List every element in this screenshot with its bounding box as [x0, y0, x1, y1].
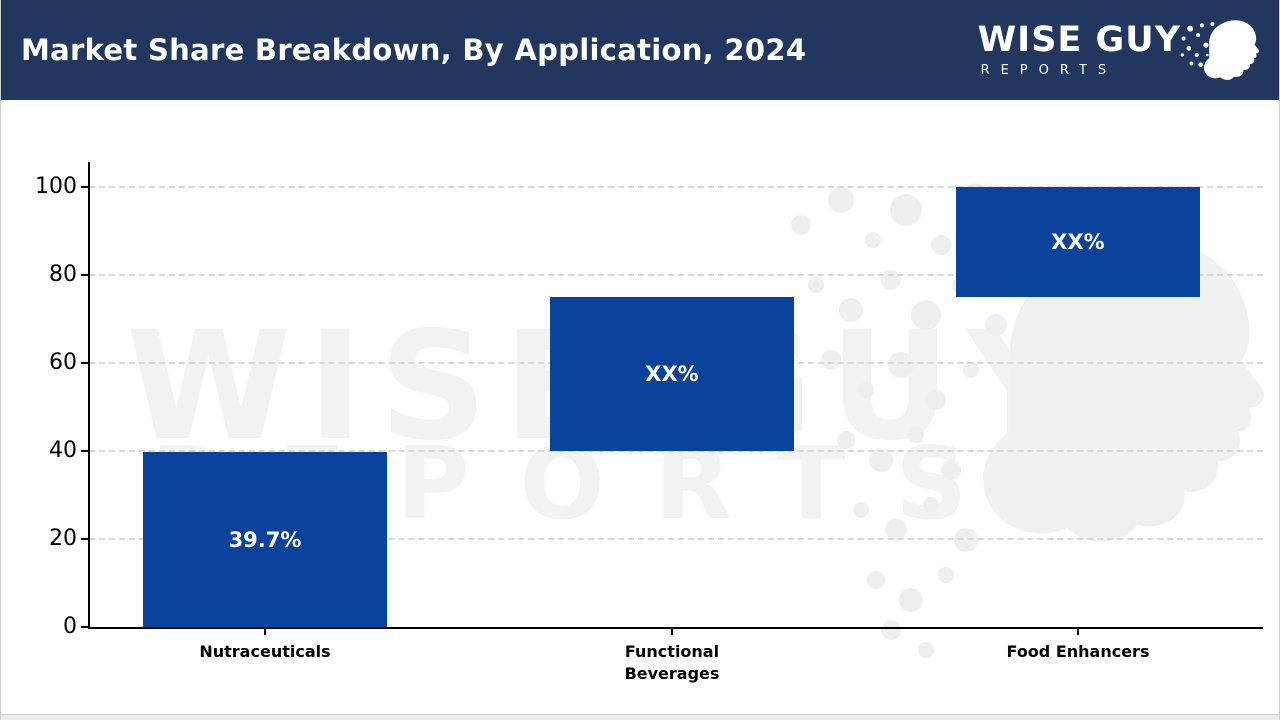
plot-area: 39.7% XX% XX% 0 20 40 60 80 100 Nutraceuticals Fun…: [1, 100, 1279, 720]
y-tick: [81, 538, 88, 540]
bar-value-label: XX%: [1051, 230, 1105, 254]
y-tick: [81, 450, 88, 452]
y-tick: [81, 186, 88, 188]
logo-wordmark: WISE GUY: [977, 19, 1181, 60]
watermark-face-dots: [791, 183, 1265, 658]
wiseguy-logo: WISE GUY REPORTS: [978, 10, 1269, 90]
x-category-label: Nutraceuticals: [199, 642, 331, 661]
x-tick: [1077, 629, 1079, 635]
logo-subtext: REPORTS: [980, 62, 1118, 78]
y-tick: [81, 362, 88, 364]
y-tick: [81, 626, 88, 628]
gridline: [89, 274, 1263, 276]
y-tick-label: 60: [49, 350, 77, 375]
gridline: [89, 450, 1263, 452]
bar-value-label: XX%: [645, 362, 699, 386]
bar-functional-beverages: XX%: [550, 297, 794, 451]
y-axis-line: [88, 162, 90, 629]
bar-food-enhancers: XX%: [956, 187, 1200, 297]
y-tick-label: 0: [63, 614, 77, 639]
x-tick: [264, 629, 266, 635]
header-banner: Market Share Breakdown, By Application, …: [1, 0, 1279, 100]
bar-nutraceuticals: 39.7%: [143, 452, 387, 627]
y-tick-label: 40: [49, 438, 77, 463]
y-tick-label: 100: [35, 174, 77, 199]
gridline: [89, 186, 1263, 188]
y-tick: [81, 274, 88, 276]
x-category-label: Food Enhancers: [1006, 642, 1150, 661]
bar-value-label: 39.7%: [228, 527, 302, 552]
chart-area: WISE GUY REPORTS 3: [1, 100, 1279, 720]
x-tick: [671, 629, 673, 635]
y-tick-label: 20: [49, 526, 77, 551]
wiseguy-face-icon: [1180, 20, 1260, 80]
footer-strip: [1, 714, 1279, 720]
x-category-label: Functional Beverages: [624, 642, 720, 683]
chart-title: Market Share Breakdown, By Application, …: [21, 33, 807, 67]
logo-text: WISE GUY REPORTS: [977, 19, 1181, 78]
gridline: [89, 538, 1263, 540]
y-tick-label: 80: [49, 262, 77, 287]
x-axis-line: [88, 627, 1263, 629]
